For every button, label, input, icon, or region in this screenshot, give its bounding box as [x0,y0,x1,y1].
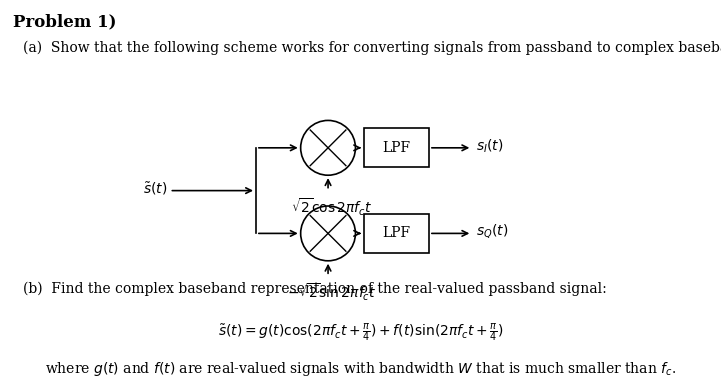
Text: (a)  Show that the following scheme works for converting signals from passband t: (a) Show that the following scheme works… [23,41,721,55]
Text: LPF: LPF [382,141,411,155]
Text: where $g(t)$ and $f(t)$ are real-valued signals with bandwidth $W$ that is much : where $g(t)$ and $f(t)$ are real-valued … [45,360,676,378]
Text: $\tilde{s}(t)$: $\tilde{s}(t)$ [143,180,167,197]
FancyBboxPatch shape [364,128,429,167]
Text: $s_Q(t)$: $s_Q(t)$ [476,223,508,240]
Text: $-\sqrt{2}\sin 2\pi f_c t$: $-\sqrt{2}\sin 2\pi f_c t$ [287,282,376,303]
Text: $\tilde{s}(t) = g(t)\cos(2\pi f_c t + \frac{\pi}{4}) + f(t)\sin(2\pi f_c t + \fr: $\tilde{s}(t) = g(t)\cos(2\pi f_c t + \f… [218,321,503,343]
Text: $s_I(t)$: $s_I(t)$ [476,137,503,154]
FancyBboxPatch shape [364,214,429,253]
Text: Problem 1): Problem 1) [13,14,117,31]
Text: LPF: LPF [382,226,411,240]
Text: $\sqrt{2}\cos 2\pi f_c t$: $\sqrt{2}\cos 2\pi f_c t$ [291,196,372,218]
Text: (b)  Find the complex baseband representation of the real-valued passband signal: (b) Find the complex baseband representa… [23,282,607,296]
